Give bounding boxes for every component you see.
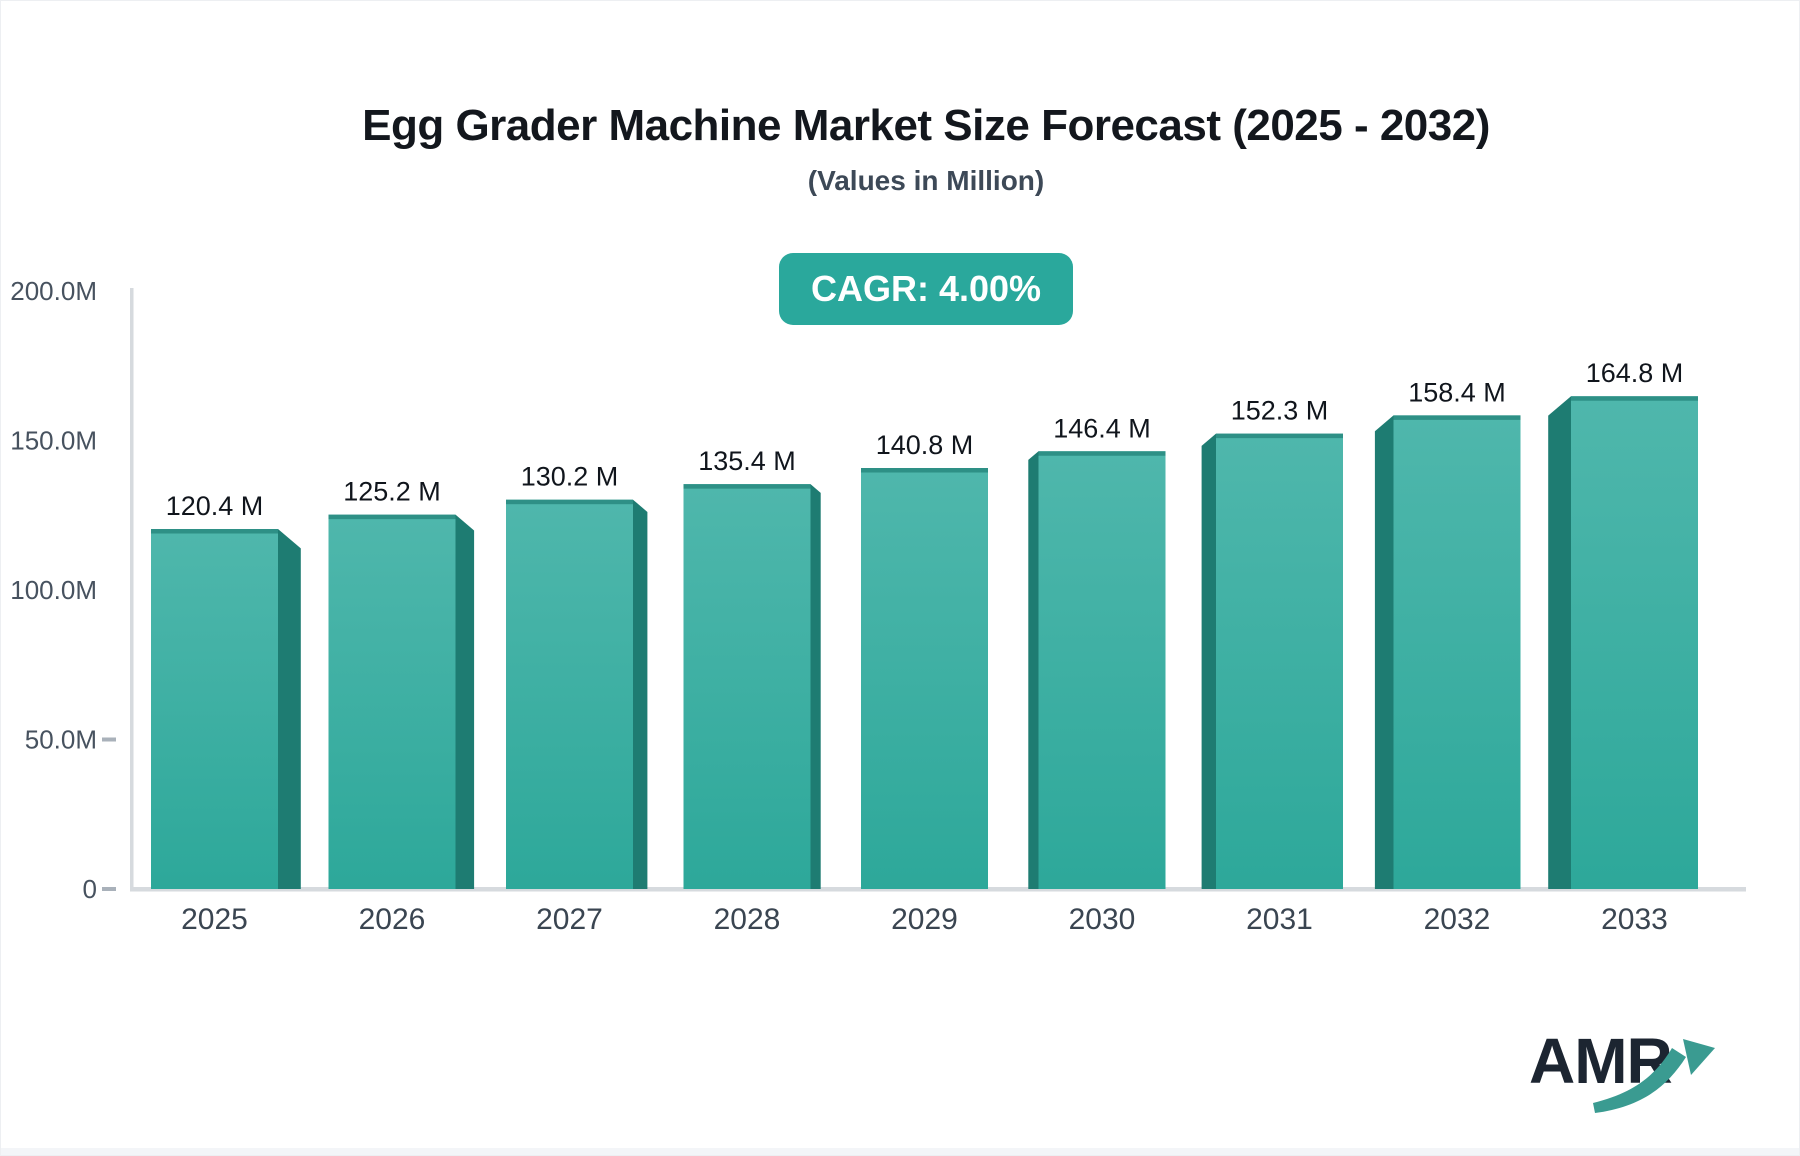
plot-area: 200.0M 150.0M 100.0M 50.0M 0 120.4 M 2025 125.2… xyxy=(10,276,1746,936)
x-tick-label: 2027 xyxy=(536,903,603,936)
chart-subtitle: (Values in Million) xyxy=(807,165,1045,196)
bar-value-label: 125.2 M xyxy=(343,477,441,507)
cagr-badge-wrap: CAGR: 4.00% xyxy=(101,253,1751,325)
bar-2033: 164.8 M 2033 xyxy=(1548,358,1698,936)
bar-2025: 120.4 M 2025 xyxy=(151,491,301,936)
bar-value-label: 164.8 M xyxy=(1586,358,1684,388)
x-tick-label: 2025 xyxy=(181,903,248,936)
y-tick-label: 50.0M xyxy=(25,725,97,755)
bar-2031: 152.3 M 2031 xyxy=(1201,396,1343,936)
x-tick-label: 2028 xyxy=(714,903,781,936)
growth-arrow-icon xyxy=(1593,1039,1715,1113)
bar-2027: 130.2 M 2027 xyxy=(506,462,648,936)
y-tick-label: 150.0M xyxy=(10,426,97,456)
bar-value-label: 152.3 M xyxy=(1231,396,1329,426)
bar-value-label: 130.2 M xyxy=(521,462,619,492)
bar-value-label: 146.4 M xyxy=(1053,413,1151,443)
x-tick-label: 2030 xyxy=(1069,903,1136,936)
bar-2028: 135.4 M 2028 xyxy=(683,446,821,936)
x-tick-label: 2032 xyxy=(1424,903,1491,936)
cagr-badge: CAGR: 4.00% xyxy=(778,253,1074,325)
y-tick-label: 100.0M xyxy=(10,575,97,605)
bar-2032: 158.4 M 2032 xyxy=(1374,377,1521,936)
amr-logo: AMR xyxy=(1529,1029,1749,1139)
x-tick-label: 2029 xyxy=(891,903,958,936)
bar-value-label: 120.4 M xyxy=(166,491,264,521)
y-tick-label: 0 xyxy=(83,874,97,904)
bar-2030: 146.4 M 2030 xyxy=(1028,413,1166,936)
bar-value-label: 140.8 M xyxy=(876,430,974,460)
x-tick-label: 2031 xyxy=(1246,903,1313,936)
bar-value-label: 158.4 M xyxy=(1408,377,1506,407)
y-tick-label: 200.0M xyxy=(10,276,97,306)
bar-value-label: 135.4 M xyxy=(698,446,796,476)
bar-2029: 140.8 M 2029 xyxy=(861,430,988,936)
chart-title: Egg Grader Machine Market Size Forecast … xyxy=(362,101,1490,150)
bar-2026: 125.2 M 2026 xyxy=(328,477,475,936)
x-tick-label: 2026 xyxy=(359,903,426,936)
x-tick-label: 2033 xyxy=(1601,903,1668,936)
bottom-strip xyxy=(1,1148,1799,1155)
